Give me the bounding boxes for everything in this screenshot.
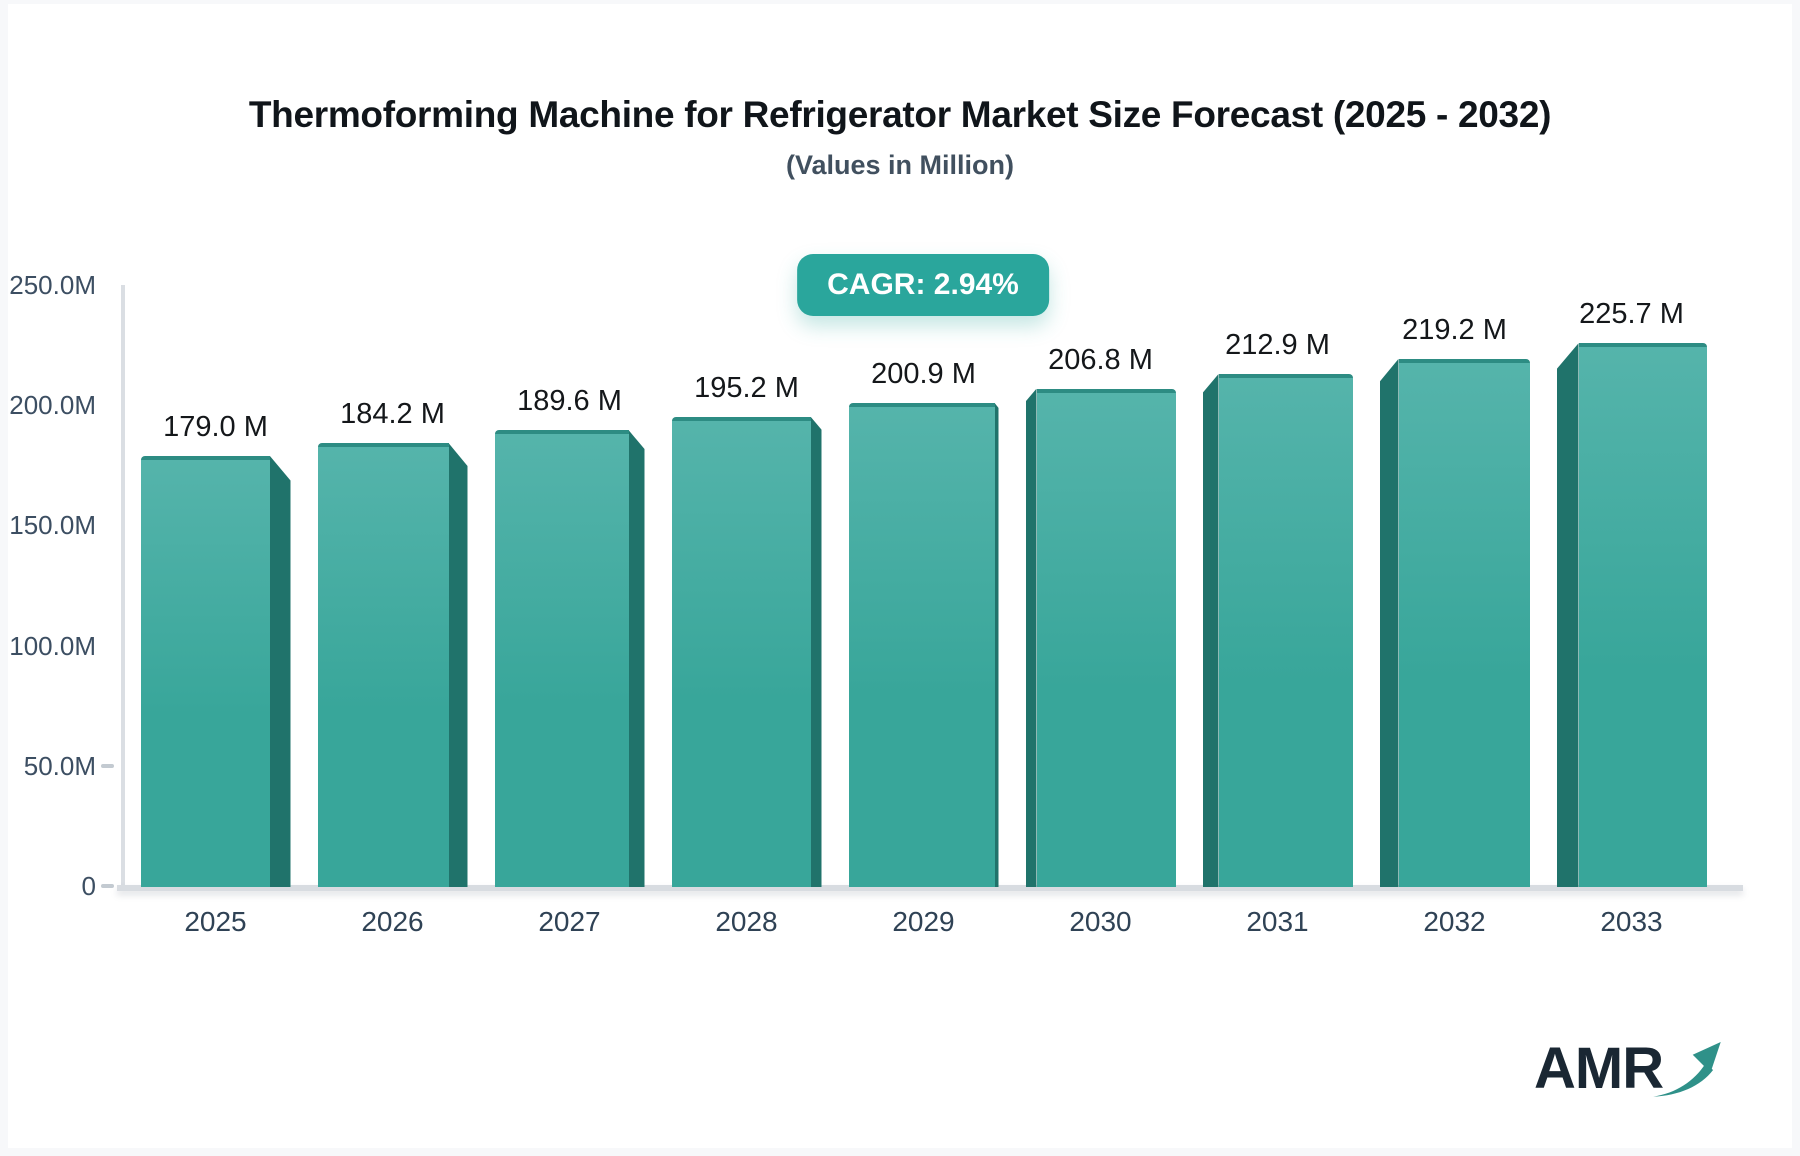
y-axis-line	[121, 285, 125, 887]
bar-side-shade	[994, 402, 999, 887]
bar-value-label: 212.9 M	[1225, 329, 1330, 362]
y-axis-tick-label: 100.0M	[9, 630, 96, 661]
bar-2030[interactable]	[1025, 388, 1176, 887]
bar-value-label: 200.9 M	[871, 357, 976, 390]
bar-value-label: 219.2 M	[1402, 313, 1507, 346]
bar-2026[interactable]	[317, 443, 468, 887]
bar-2033[interactable]	[1556, 343, 1707, 887]
y-axis-tick-label: 150.0M	[9, 510, 96, 541]
bar-side-shade	[628, 430, 645, 887]
bar-side-shade	[448, 443, 468, 887]
bar-face	[1398, 358, 1530, 887]
bar-face	[671, 416, 811, 887]
bar-2025[interactable]	[140, 455, 291, 887]
cagr-badge: CAGR: 2.94%	[797, 254, 1049, 316]
x-axis-label-2031: 2031	[1246, 906, 1309, 937]
bar-face	[1578, 343, 1707, 887]
bar-face	[1218, 374, 1353, 887]
bar-face	[140, 455, 270, 887]
x-axis-label-2025: 2025	[184, 906, 247, 937]
x-axis-label-2033: 2033	[1600, 906, 1663, 937]
x-axis-label-2032: 2032	[1423, 906, 1486, 937]
bar-face	[317, 443, 449, 887]
bar-value-label: 195.2 M	[694, 371, 799, 404]
amr-logo-text: AMR	[1534, 1036, 1664, 1101]
bar-value-label: 189.6 M	[517, 385, 622, 418]
bar-value-label: 184.2 M	[340, 398, 445, 431]
x-axis-label-2029: 2029	[892, 906, 955, 937]
bar-side-shade	[1556, 343, 1579, 887]
chart-title: Thermoforming Machine for Refrigerator M…	[248, 94, 1552, 135]
bar-side-shade	[1202, 374, 1219, 887]
amr-logo: AMR	[1534, 1036, 1721, 1114]
y-axis-tick-label: 50.0M	[23, 750, 96, 781]
bar-face	[1036, 388, 1176, 887]
bar-2027[interactable]	[494, 430, 645, 887]
bar-value-label: 179.0 M	[163, 410, 268, 443]
bar-2029[interactable]	[848, 402, 999, 887]
bar-2031[interactable]	[1202, 374, 1353, 887]
bar-side-shade	[1379, 358, 1399, 887]
bar-side-shade	[269, 455, 291, 887]
bar-side-shade	[1025, 388, 1037, 887]
x-axis-label-2026: 2026	[361, 906, 424, 937]
y-axis-tick-mark	[101, 763, 114, 768]
y-axis-tick-label: 250.0M	[9, 269, 96, 300]
bar-2032[interactable]	[1379, 358, 1530, 887]
y-axis-tick-label: 0	[81, 871, 96, 901]
bar-2028[interactable]	[671, 416, 822, 887]
y-axis-tick-label: 200.0M	[9, 390, 96, 421]
bar-value-label: 225.7 M	[1579, 298, 1684, 331]
growth-arrow-icon	[1653, 1042, 1721, 1097]
y-axis-tick-mark	[101, 884, 114, 888]
bar-face	[494, 430, 629, 887]
x-axis-label-2028: 2028	[715, 906, 778, 937]
chart-subtitle: (Values in Million)	[785, 150, 1015, 180]
bar-side-shade	[810, 416, 822, 887]
x-axis-label-2027: 2027	[538, 906, 601, 937]
bar-face	[848, 402, 995, 887]
x-axis-label-2030: 2030	[1069, 906, 1132, 937]
bar-value-label: 206.8 M	[1048, 343, 1153, 376]
x-axis-baseline	[117, 885, 1743, 891]
